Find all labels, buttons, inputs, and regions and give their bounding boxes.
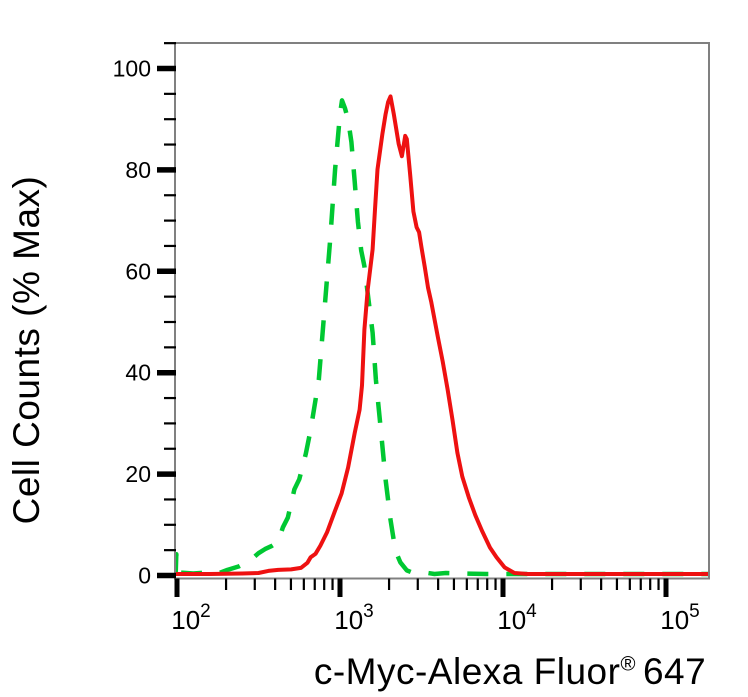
y-tick-label: 20 — [125, 461, 151, 487]
control-curve — [176, 98, 708, 577]
y-tick-label: 80 — [125, 157, 151, 183]
registered-trademark-icon: ® — [620, 653, 636, 676]
y-tick-label: 40 — [125, 360, 151, 386]
x-axis-tick-labels: 102 103 104 105 — [171, 601, 700, 635]
x-tick-label: 104 — [497, 601, 537, 635]
x-axis-ticks — [174, 578, 669, 597]
y-tick-label: 100 — [113, 56, 151, 82]
y-tick-label: 0 — [138, 563, 151, 589]
x-axis-title-main: c-Myc-Alexa Fluor — [313, 651, 621, 692]
y-axis-ticks — [157, 42, 176, 579]
x-tick-label: 105 — [660, 601, 700, 635]
sample-curve — [176, 94, 708, 576]
x-axis-title: c-Myc-Alexa Fluor® 647 — [314, 651, 706, 693]
histogram-curves — [176, 94, 708, 577]
y-axis-tick-labels: 0 20 40 60 80 100 — [113, 56, 151, 589]
x-tick-label: 103 — [334, 601, 374, 635]
plot-frame — [174, 42, 710, 580]
x-tick-label: 102 — [171, 601, 211, 635]
y-tick-label: 60 — [125, 258, 151, 284]
x-axis-title-number: 647 — [642, 651, 707, 692]
